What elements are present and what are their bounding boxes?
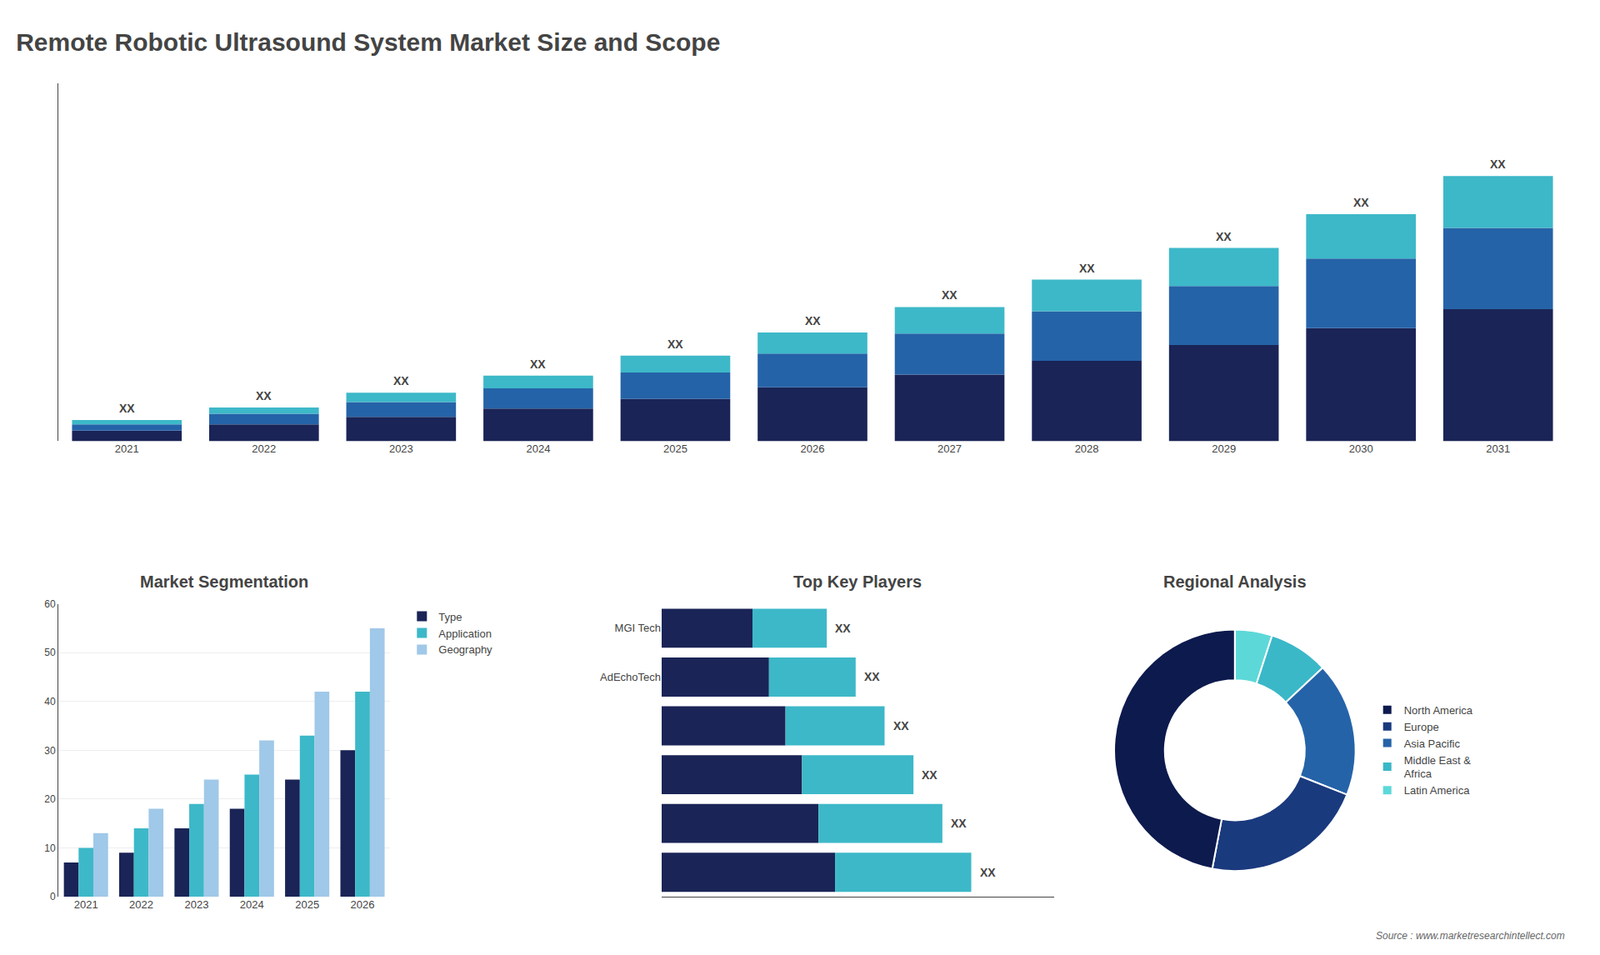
svg-text:50: 50: [44, 646, 56, 659]
svg-text:10: 10: [44, 842, 56, 855]
svg-text:2025: 2025: [295, 898, 320, 911]
svg-text:XX: XX: [530, 357, 546, 371]
svg-text:2029: 2029: [1211, 442, 1236, 455]
svg-text:Remote Robotic Ultrasound Syst: Remote Robotic Ultrasound System Market …: [15, 28, 720, 56]
svg-text:XX: XX: [805, 314, 821, 328]
svg-text:XX: XX: [393, 374, 410, 388]
svg-text:Type: Type: [438, 610, 462, 624]
svg-text:Application: Application: [438, 627, 492, 640]
svg-text:XX: XX: [1079, 261, 1095, 275]
svg-text:XX: XX: [119, 401, 135, 415]
svg-text:Top Key Players: Top Key Players: [793, 572, 922, 591]
svg-text:2030: 2030: [1349, 442, 1374, 455]
svg-text:2028: 2028: [1075, 442, 1100, 455]
svg-text:0: 0: [50, 890, 56, 903]
svg-text:2021: 2021: [74, 898, 99, 911]
svg-text:XX: XX: [950, 816, 967, 830]
svg-text:Source : www.marketresearchint: Source : www.marketresearchintellect.com: [1375, 930, 1565, 942]
svg-text:Latin America: Latin America: [1404, 784, 1471, 797]
svg-text:XX: XX: [1215, 230, 1232, 244]
svg-text:XX: XX: [667, 337, 684, 351]
svg-text:XX: XX: [864, 670, 880, 684]
svg-text:2024: 2024: [525, 442, 550, 455]
svg-text:Middle East &Africa: Middle East &Africa: [1404, 754, 1472, 781]
svg-text:Asia Pacific: Asia Pacific: [1404, 737, 1461, 750]
svg-text:2022: 2022: [129, 898, 154, 911]
svg-text:XX: XX: [835, 621, 851, 635]
svg-text:XX: XX: [980, 865, 996, 880]
svg-text:2023: 2023: [184, 898, 209, 911]
svg-text:2026: 2026: [350, 898, 375, 911]
svg-text:XX: XX: [255, 389, 272, 403]
svg-text:2022: 2022: [251, 442, 276, 455]
svg-text:Market Segmentation: Market Segmentation: [140, 572, 309, 591]
svg-text:2026: 2026: [800, 442, 825, 455]
svg-text:XX: XX: [1490, 157, 1506, 171]
svg-text:MGI Tech: MGI Tech: [615, 621, 661, 635]
svg-text:2031: 2031: [1485, 442, 1510, 455]
svg-text:40: 40: [44, 695, 56, 708]
svg-text:2021: 2021: [115, 442, 140, 455]
svg-text:Regional Analysis: Regional Analysis: [1163, 572, 1307, 591]
svg-text:30: 30: [44, 745, 56, 757]
svg-text:XX: XX: [921, 768, 938, 782]
svg-text:Geography: Geography: [438, 643, 493, 656]
svg-text:2025: 2025: [663, 442, 688, 455]
svg-text:2023: 2023: [389, 442, 414, 455]
svg-text:XX: XX: [1353, 195, 1370, 210]
svg-text:AdEchoTech: AdEchoTech: [600, 670, 661, 684]
svg-text:Europe: Europe: [1404, 720, 1440, 734]
svg-text:North America: North America: [1404, 704, 1474, 717]
svg-text:2027: 2027: [937, 442, 962, 455]
svg-text:20: 20: [44, 793, 56, 805]
svg-text:XX: XX: [941, 288, 958, 302]
svg-text:XX: XX: [893, 719, 910, 733]
svg-text:2024: 2024: [240, 898, 265, 911]
svg-text:60: 60: [44, 598, 56, 610]
